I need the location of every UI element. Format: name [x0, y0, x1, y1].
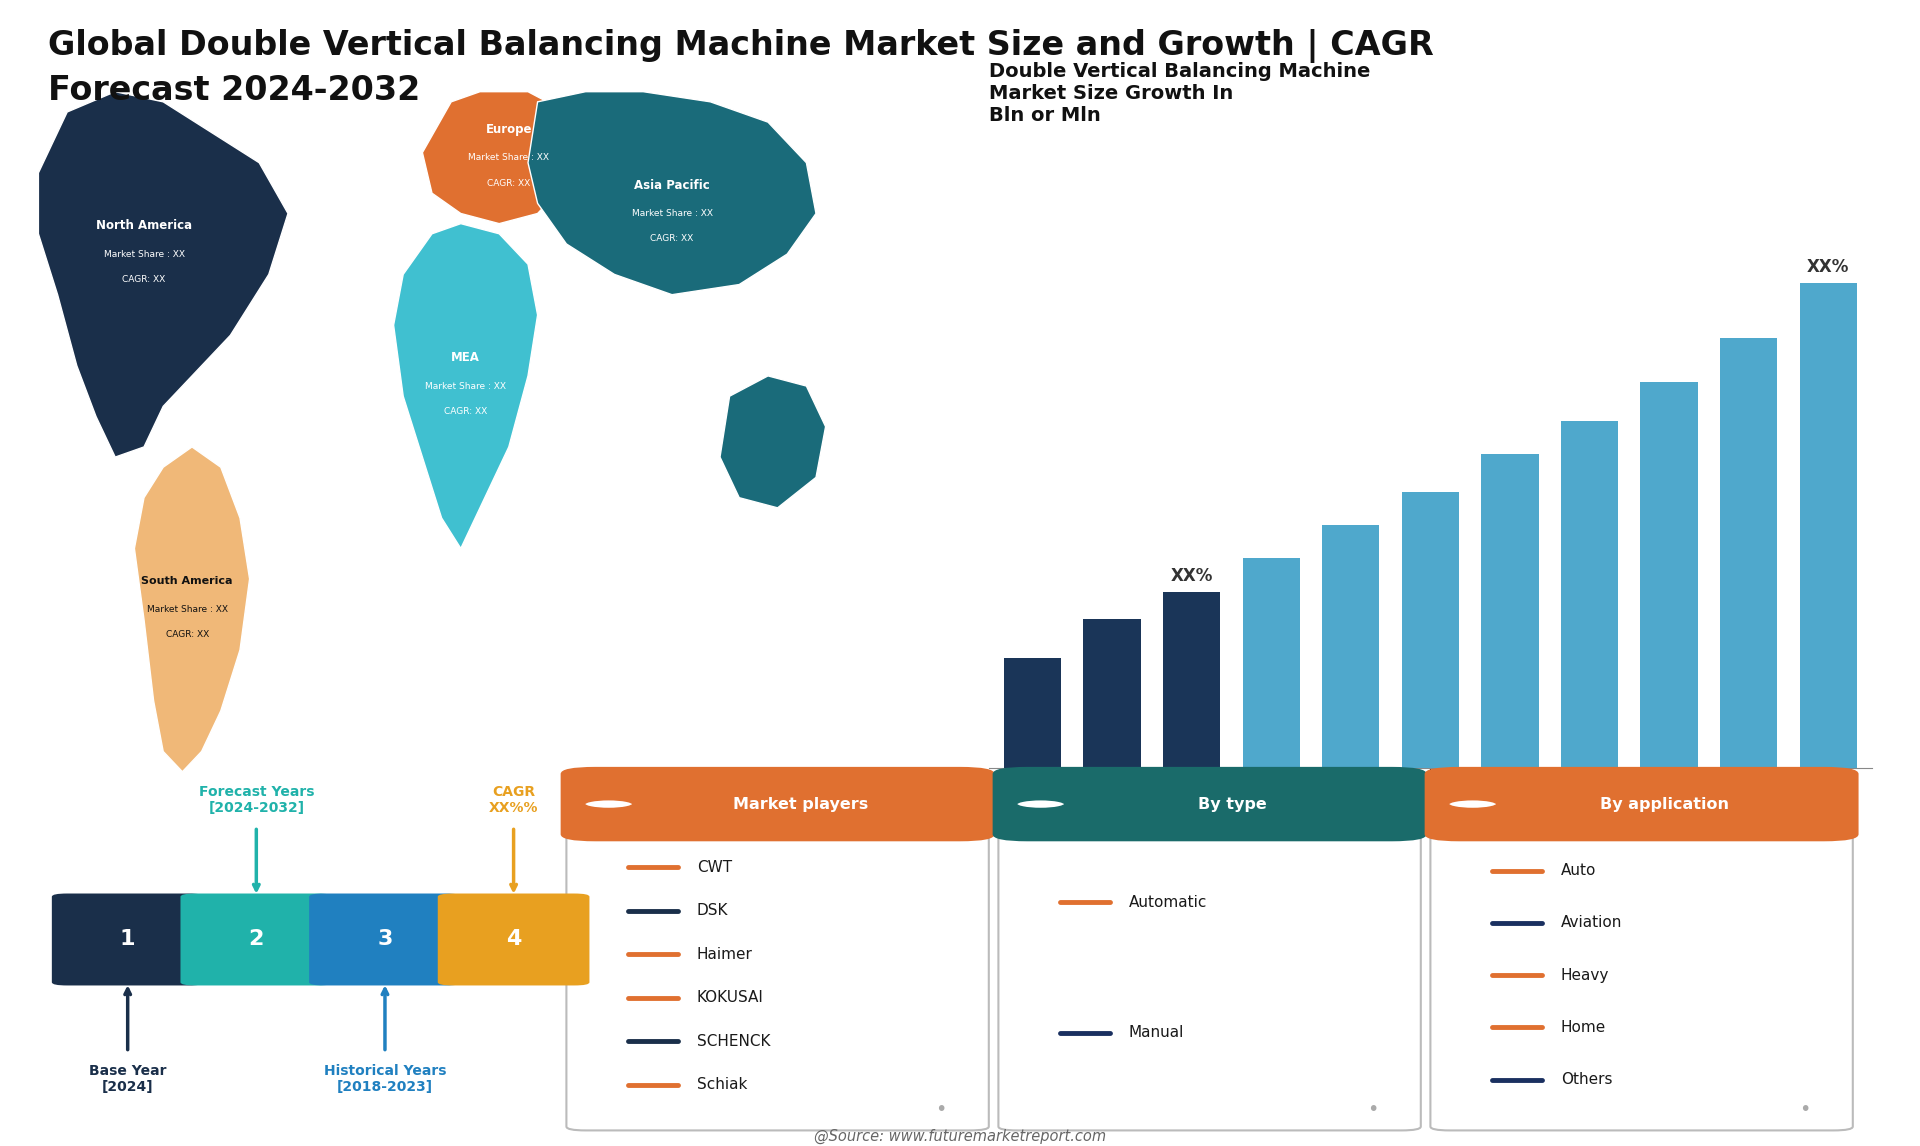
Text: CWT: CWT — [697, 860, 732, 874]
Text: Schiak: Schiak — [697, 1077, 747, 1092]
Text: CAGR: XX: CAGR: XX — [444, 407, 488, 416]
Bar — [1482, 454, 1538, 768]
Bar — [1323, 525, 1379, 768]
Text: 2: 2 — [248, 929, 265, 950]
Text: DSK: DSK — [697, 903, 728, 918]
Polygon shape — [134, 447, 250, 771]
Text: By application: By application — [1599, 796, 1730, 811]
Text: Others: Others — [1561, 1073, 1613, 1088]
Circle shape — [1448, 799, 1498, 809]
Text: Europe: Europe — [486, 123, 532, 135]
Text: XX%: XX% — [1171, 567, 1213, 584]
Text: Auto: Auto — [1561, 863, 1596, 878]
Circle shape — [584, 799, 634, 809]
FancyBboxPatch shape — [998, 772, 1421, 1130]
Text: Market Share : XX: Market Share : XX — [146, 605, 228, 614]
Text: 1: 1 — [119, 929, 136, 950]
Text: Market Share : XX: Market Share : XX — [468, 154, 549, 162]
Text: MEA: MEA — [451, 351, 480, 364]
Text: Heavy: Heavy — [1561, 967, 1609, 982]
Text: CAGR: XX: CAGR: XX — [651, 235, 693, 243]
FancyBboxPatch shape — [1430, 772, 1853, 1130]
Text: •: • — [1367, 1100, 1379, 1118]
Text: @Source: www.futuremarketreport.com: @Source: www.futuremarketreport.com — [814, 1129, 1106, 1144]
Text: CAGR: XX: CAGR: XX — [165, 630, 209, 639]
Text: Forecast Years
[2024-2032]: Forecast Years [2024-2032] — [198, 785, 315, 815]
FancyBboxPatch shape — [1425, 767, 1859, 841]
Text: Market Share : XX: Market Share : XX — [424, 382, 507, 391]
Bar — [1640, 382, 1697, 768]
Bar — [1561, 421, 1619, 768]
Text: Market players: Market players — [733, 796, 868, 811]
Bar — [1004, 658, 1062, 768]
Text: Automatic: Automatic — [1129, 895, 1208, 910]
Text: South America: South America — [142, 576, 232, 586]
Bar — [1402, 493, 1459, 768]
Polygon shape — [720, 376, 826, 508]
Text: CAGR
XX%%: CAGR XX%% — [490, 785, 538, 815]
Bar — [1242, 558, 1300, 768]
Text: Manual: Manual — [1129, 1026, 1185, 1041]
FancyBboxPatch shape — [993, 767, 1427, 841]
Text: Market Share : XX: Market Share : XX — [104, 250, 184, 259]
FancyBboxPatch shape — [438, 894, 589, 986]
FancyBboxPatch shape — [561, 767, 995, 841]
Circle shape — [1016, 799, 1066, 809]
Text: North America: North America — [96, 219, 192, 233]
FancyBboxPatch shape — [180, 894, 332, 986]
Bar — [1799, 283, 1857, 768]
Text: SCHENCK: SCHENCK — [697, 1034, 770, 1049]
FancyBboxPatch shape — [52, 894, 204, 986]
Text: CAGR: XX: CAGR: XX — [488, 179, 530, 188]
Text: KOKUSAI: KOKUSAI — [697, 990, 764, 1005]
Text: Home: Home — [1561, 1020, 1607, 1035]
Text: Double Vertical Balancing Machine
Market Size Growth In
Bln or Mln: Double Vertical Balancing Machine Market… — [989, 62, 1371, 125]
Bar — [1164, 591, 1221, 768]
Text: By type: By type — [1198, 796, 1267, 811]
Polygon shape — [422, 92, 586, 223]
Text: Global Double Vertical Balancing Machine Market Size and Growth | CAGR: Global Double Vertical Balancing Machine… — [48, 29, 1434, 63]
Bar — [1083, 619, 1140, 768]
Bar — [1720, 338, 1778, 768]
Text: 4: 4 — [505, 929, 522, 950]
Text: Market Share : XX: Market Share : XX — [632, 209, 712, 218]
FancyBboxPatch shape — [309, 894, 461, 986]
Text: Historical Years
[2018-2023]: Historical Years [2018-2023] — [324, 1065, 445, 1094]
FancyBboxPatch shape — [566, 772, 989, 1130]
Text: CAGR: XX: CAGR: XX — [123, 275, 165, 284]
Text: •: • — [1799, 1100, 1811, 1118]
Polygon shape — [394, 223, 538, 549]
Polygon shape — [38, 92, 288, 457]
Text: Base Year
[2024]: Base Year [2024] — [88, 1065, 167, 1094]
Text: Asia Pacific: Asia Pacific — [634, 179, 710, 191]
Text: XX%: XX% — [1807, 258, 1849, 276]
Polygon shape — [528, 92, 816, 295]
Text: •: • — [935, 1100, 947, 1118]
Text: 3: 3 — [376, 929, 394, 950]
Text: Forecast 2024-2032: Forecast 2024-2032 — [48, 74, 420, 108]
Text: Aviation: Aviation — [1561, 916, 1622, 931]
Text: Haimer: Haimer — [697, 947, 753, 961]
